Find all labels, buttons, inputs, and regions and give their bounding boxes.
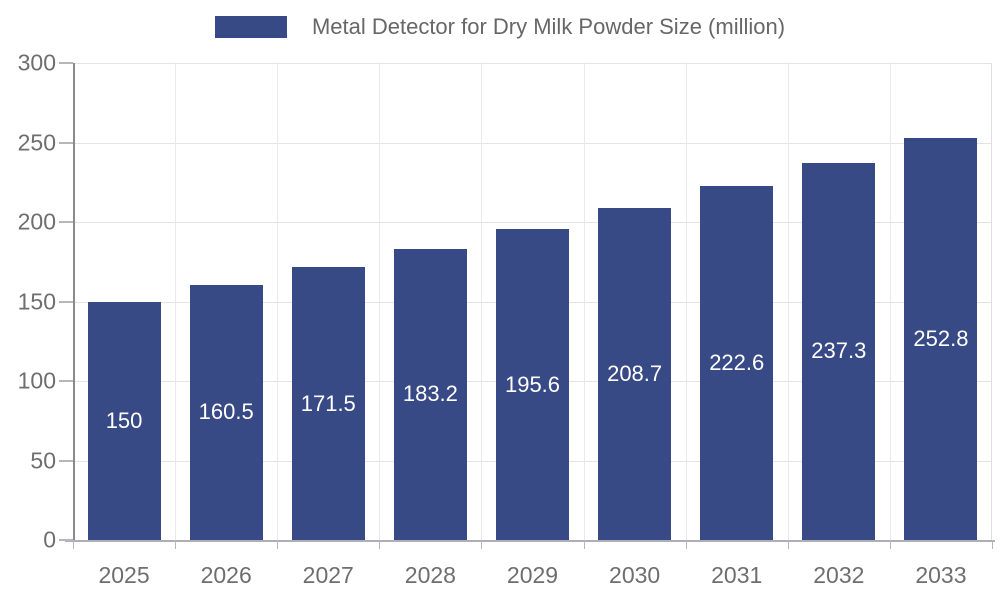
h-gridline — [73, 142, 992, 144]
v-gridline — [787, 63, 789, 540]
bar-2031[interactable]: 222.6 — [700, 186, 774, 540]
chart-legend[interactable]: Metal Detector for Dry Milk Powder Size … — [0, 14, 1000, 40]
x-axis-tick — [889, 540, 891, 549]
bar-value-label: 252.8 — [913, 326, 969, 352]
bar-2027[interactable]: 171.5 — [291, 267, 365, 540]
bar-2026[interactable]: 160.5 — [189, 284, 263, 540]
y-tick-label: 100 — [17, 367, 56, 394]
v-gridline — [889, 63, 891, 540]
x-tick-label: 2029 — [506, 562, 559, 588]
v-gridline — [583, 63, 585, 540]
y-axis-tick — [59, 380, 73, 382]
x-axis-tick — [379, 540, 381, 549]
v-gridline — [379, 63, 381, 540]
legend-label: Metal Detector for Dry Milk Powder Size … — [311, 14, 786, 39]
x-tick-label: 2032 — [813, 562, 865, 588]
bar-2032[interactable]: 237.3 — [802, 162, 876, 540]
y-axis-line — [73, 63, 75, 540]
v-gridline — [481, 63, 483, 540]
v-gridline — [175, 63, 177, 540]
y-tick-label: 0 — [43, 526, 56, 553]
bar-value-label: 150 — [105, 407, 143, 433]
bar-2028[interactable]: 183.2 — [393, 248, 467, 540]
x-axis-tick — [992, 540, 993, 549]
y-tick-label: 150 — [17, 288, 56, 314]
x-axis-tick — [73, 540, 74, 549]
x-tick-label: 2030 — [609, 562, 661, 588]
bar-value-label: 195.6 — [504, 371, 561, 397]
x-axis-tick — [175, 540, 177, 549]
bar-value-label: 208.7 — [607, 361, 663, 387]
x-axis-line — [65, 540, 995, 542]
x-axis-tick — [481, 540, 483, 549]
x-axis-tick — [787, 540, 789, 549]
bar-value-label: 183.2 — [402, 381, 458, 407]
h-gridline — [73, 63, 992, 64]
v-gridline — [277, 63, 279, 540]
y-axis-tick — [59, 459, 73, 462]
y-tick-label: 200 — [17, 208, 56, 235]
x-tick-label: 2033 — [915, 562, 967, 588]
x-tick-label: 2027 — [302, 562, 354, 588]
plot-area: 150 160.5 171.5 183.2 195.6 208.7 222.6 237.3 25… — [73, 63, 992, 540]
x-axis-tick — [277, 540, 279, 549]
plot-right-border — [991, 63, 992, 540]
y-axis-tick — [59, 62, 73, 64]
y-tick-label: 50 — [30, 447, 56, 473]
bar-2025[interactable]: 150 — [87, 301, 161, 540]
bar-value-label: 222.6 — [709, 350, 765, 376]
y-axis-tick — [59, 300, 73, 303]
h-gridline — [73, 222, 992, 223]
legend-swatch-icon — [214, 16, 287, 38]
y-tick-label: 300 — [17, 49, 56, 76]
bar-2029[interactable]: 195.6 — [496, 229, 569, 540]
bar-value-label: 160.5 — [198, 399, 254, 425]
bar-value-label: 171.5 — [300, 390, 356, 416]
x-tick-label: 2028 — [404, 562, 456, 588]
x-tick-label: 2031 — [711, 562, 763, 588]
v-gridline — [685, 63, 687, 540]
bar-2030[interactable]: 208.7 — [598, 208, 672, 540]
x-tick-label: 2026 — [200, 562, 252, 588]
y-axis-tick — [59, 539, 73, 541]
x-tick-label: 2025 — [98, 562, 150, 588]
bar-value-label: 237.3 — [811, 338, 867, 364]
x-axis-tick — [583, 540, 585, 549]
y-tick-label: 250 — [17, 129, 56, 155]
x-axis-tick — [685, 540, 687, 549]
bar-2033[interactable]: 252.8 — [904, 138, 978, 540]
y-axis-tick — [59, 221, 73, 223]
y-axis-tick — [59, 141, 73, 144]
